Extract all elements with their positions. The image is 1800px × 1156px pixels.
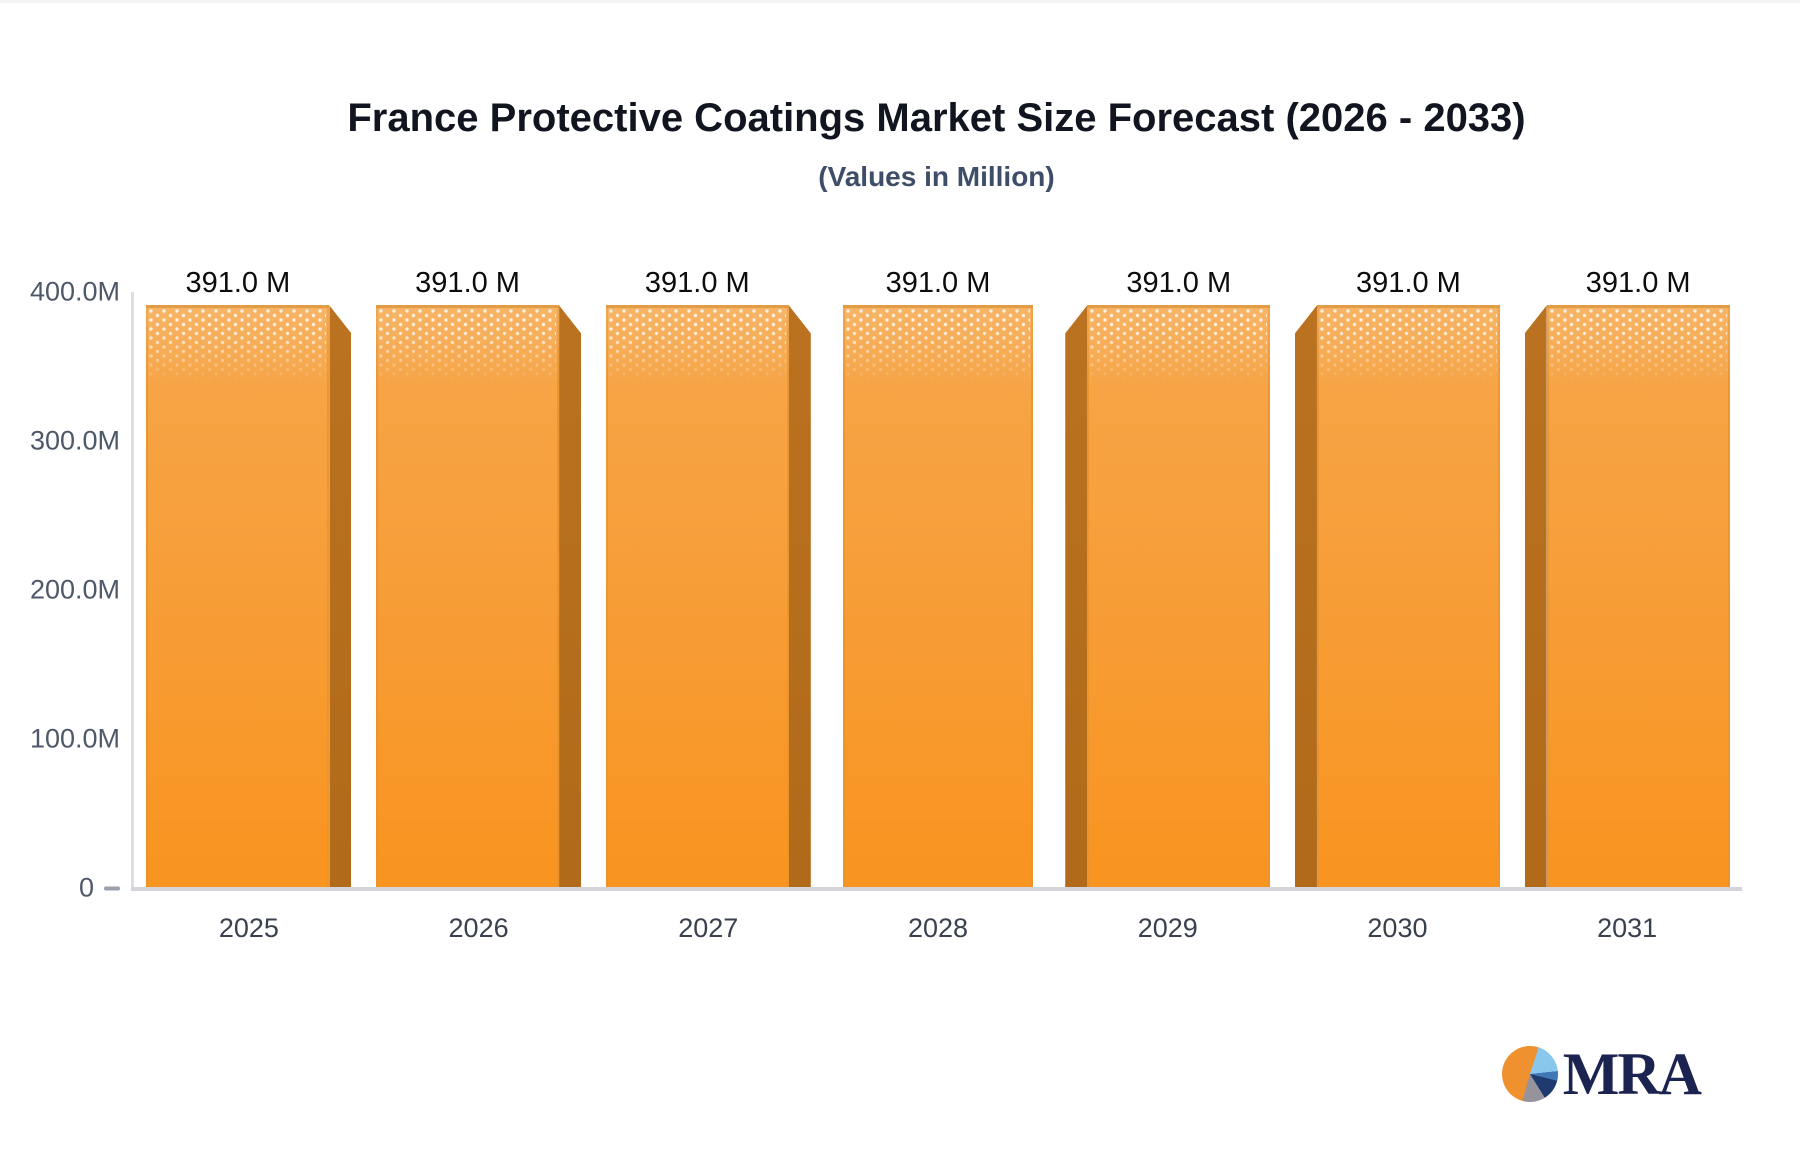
bar-face[interactable]	[146, 305, 330, 888]
bar-face[interactable]	[605, 305, 789, 888]
brand-logo: MRA	[1501, 1041, 1702, 1107]
bar-value-label: 391.0 M	[644, 267, 750, 300]
bar-2030[interactable]: 391.0 M 2030	[1294, 267, 1500, 943]
x-axis-category-label: 2025	[218, 913, 279, 943]
plot-area: 400.0M 300.0M 200.0M 100.0M 0 391.0 M 2025 3…	[30, 267, 1742, 943]
bar-value-label: 391.0 M	[1126, 267, 1232, 300]
bar-value-label: 391.0 M	[1356, 267, 1461, 300]
y-axis-tick-label: 0	[79, 873, 120, 904]
bar-column: 391.0 M 2031	[1512, 267, 1742, 943]
bar-3d-side	[1065, 305, 1088, 888]
bar-value-label: 391.0 M	[1585, 267, 1691, 300]
zero-tick-dash	[104, 886, 120, 890]
y-axis-tick-label: 400.0M	[29, 276, 120, 307]
bar-dots-texture	[1549, 309, 1727, 382]
bar-2027[interactable]: 391.0 M 2027	[605, 267, 811, 943]
x-axis-line	[131, 887, 1742, 891]
bar-2028[interactable]: 391.0 M 2028	[843, 267, 1034, 943]
bar-face[interactable]	[843, 305, 1034, 888]
bar-dots-texture	[1090, 309, 1268, 382]
x-axis-category-label: 2029	[1137, 913, 1198, 943]
bar-3d-side	[1524, 305, 1547, 888]
bar-face[interactable]	[1316, 305, 1500, 888]
chart-title: France Protective Coatings Market Size F…	[347, 96, 1526, 140]
bar-3d-side	[329, 305, 352, 888]
pie-chart-logo-icon	[1501, 1046, 1558, 1102]
bar-dots-texture	[608, 309, 786, 382]
bar-3d-side	[788, 305, 811, 888]
bar-dots-texture	[149, 309, 327, 382]
bars-container: 391.0 M 2025 391.0 M 2026 391.0 M 2027	[134, 267, 1742, 943]
x-axis-category-label: 2028	[907, 913, 969, 943]
bar-value-label: 391.0 M	[185, 267, 291, 300]
bar-column: 391.0 M 2026	[364, 267, 594, 943]
bar-face[interactable]	[376, 305, 560, 888]
x-axis-category-label: 2027	[678, 913, 739, 943]
bar-2029[interactable]: 391.0 M 2029	[1065, 267, 1271, 943]
x-axis-category-label: 2030	[1367, 913, 1428, 943]
bar-face[interactable]	[1087, 305, 1271, 888]
bar-2031[interactable]: 391.0 M 2031	[1524, 267, 1730, 943]
bar-2026[interactable]: 391.0 M 2026	[376, 267, 582, 943]
bar-column: 391.0 M 2025	[134, 267, 364, 943]
bar-value-label: 391.0 M	[885, 267, 991, 300]
bar-column: 391.0 M 2028	[823, 267, 1053, 943]
chart-subtitle: (Values in Million)	[818, 161, 1055, 192]
x-axis-category-label: 2031	[1597, 913, 1658, 943]
bar-dots-texture	[846, 309, 1031, 382]
bar-dots-texture	[1319, 309, 1497, 382]
bar-column: 391.0 M 2027	[593, 267, 823, 943]
bar-3d-side	[559, 305, 582, 888]
bar-dots-texture	[379, 309, 557, 382]
bar-column: 391.0 M 2030	[1283, 267, 1513, 943]
bar-value-label: 391.0 M	[415, 267, 520, 300]
chart-header: France Protective Coatings Market Size F…	[131, 95, 1742, 193]
x-axis-category-label: 2026	[448, 913, 509, 943]
bar-face[interactable]	[1546, 305, 1730, 888]
bar-3d-side	[1294, 305, 1317, 888]
bar-2025[interactable]: 391.0 M 2025	[146, 267, 352, 943]
bar-column: 391.0 M 2029	[1053, 267, 1283, 943]
y-axis-tick-label: 300.0M	[29, 425, 120, 456]
brand-logo-text: MRA	[1562, 1041, 1702, 1107]
y-axis-tick-label: 200.0M	[29, 574, 120, 605]
y-axis-tick-label: 100.0M	[29, 723, 120, 754]
